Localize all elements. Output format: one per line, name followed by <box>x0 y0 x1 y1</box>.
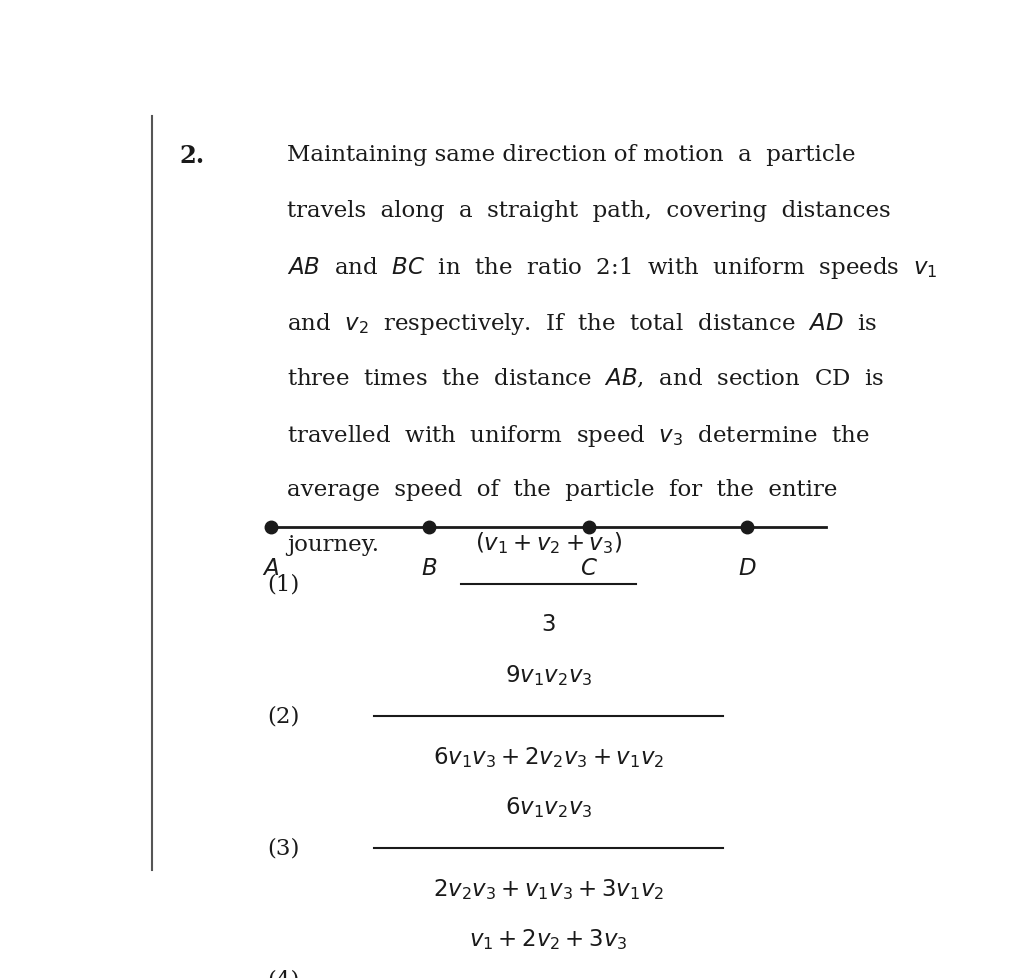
Text: (1): (1) <box>267 573 299 596</box>
Text: (4): (4) <box>267 968 299 978</box>
Text: $2v_2v_3 + v_1v_3 + 3v_1v_2$: $2v_2v_3 + v_1v_3 + 3v_1v_2$ <box>433 876 665 902</box>
Text: $C$: $C$ <box>580 557 598 580</box>
Text: $A$: $A$ <box>262 557 280 580</box>
Text: $D$: $D$ <box>737 557 756 580</box>
Text: $6v_1v_2v_3$: $6v_1v_2v_3$ <box>505 794 593 820</box>
Text: travels  along  a  straight  path,  covering  distances: travels along a straight path, covering … <box>287 200 890 221</box>
Text: Maintaining same direction of motion  a  particle: Maintaining same direction of motion a p… <box>287 144 855 165</box>
Text: three  times  the  distance  $AB$,  and  section  CD  is: three times the distance $AB$, and secti… <box>287 367 884 389</box>
Text: (2): (2) <box>267 705 299 727</box>
Text: $v_1 + 2v_2 + 3v_3$: $v_1 + 2v_2 + 3v_3$ <box>469 926 628 951</box>
Text: average  speed  of  the  particle  for  the  entire: average speed of the particle for the en… <box>287 478 837 500</box>
Text: $B$: $B$ <box>421 557 437 580</box>
Text: $AB$  and  $BC$  in  the  ratio  2:1  with  uniform  speeds  $v_1$: $AB$ and $BC$ in the ratio 2:1 with unif… <box>287 255 937 281</box>
Text: $6v_1v_3 + 2v_2v_3 + v_1v_2$: $6v_1v_3 + 2v_2v_3 + v_1v_2$ <box>433 744 665 770</box>
Text: $9v_1v_2v_3$: $9v_1v_2v_3$ <box>505 662 593 688</box>
Text: 2.: 2. <box>179 144 205 167</box>
Text: travelled  with  uniform  speed  $v_3$  determine  the: travelled with uniform speed $v_3$ deter… <box>287 422 869 448</box>
Text: journey.: journey. <box>287 534 379 556</box>
Text: $3$: $3$ <box>542 613 556 635</box>
Text: and  $v_2$  respectively.  If  the  total  distance  $AD$  is: and $v_2$ respectively. If the total dis… <box>287 311 877 336</box>
Text: (3): (3) <box>267 837 299 859</box>
Text: $(v_1 + v_2 + v_3)$: $(v_1 + v_2 + v_3)$ <box>475 530 623 556</box>
